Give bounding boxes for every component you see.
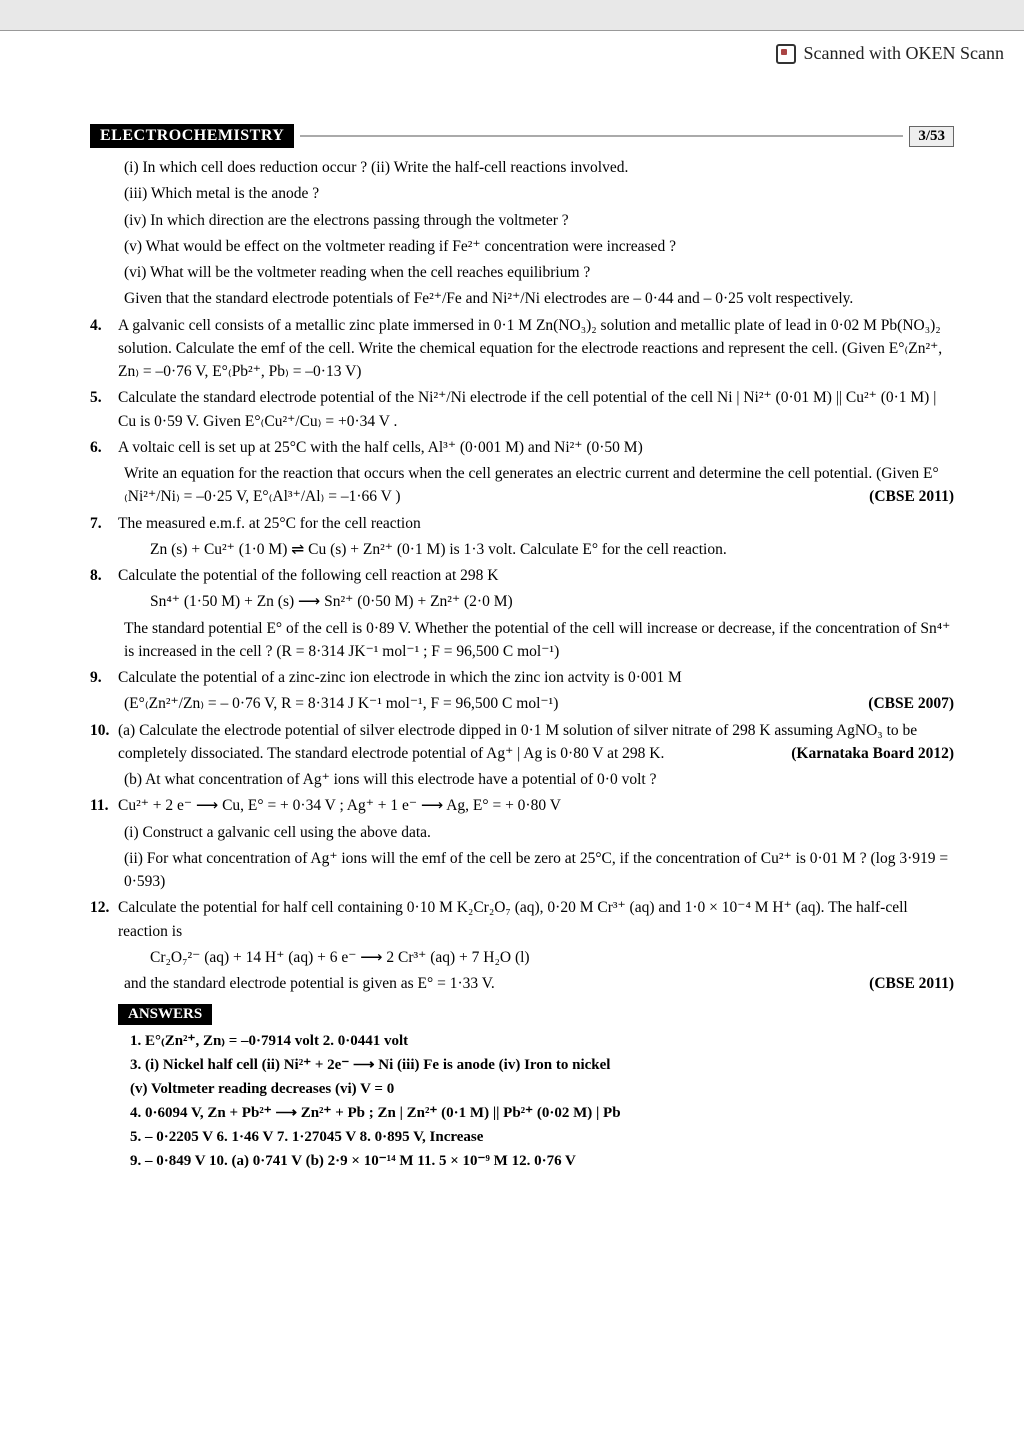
answers-row-3: (v) Voltmeter reading decreases (vi) V =… (130, 1077, 954, 1101)
q9-eq-row: (E°₍Zn²⁺/Zn₎ = – 0·76 V, R = 8·314 J K⁻¹… (124, 692, 954, 715)
q10-number: 10. (90, 719, 118, 766)
q4-body: A galvanic cell consists of a metallic z… (118, 314, 954, 384)
question-9: 9. Calculate the potential of a zinc-zin… (90, 666, 954, 689)
answers-row-4: 4. 0·6094 V, Zn + Pb²⁺ ⟶ Zn²⁺ + Pb ; Zn … (130, 1101, 954, 1125)
q8-body2: The standard potential E° of the cell is… (124, 617, 954, 664)
question-10: 10. (a) Calculate the electrode potentia… (90, 719, 954, 766)
q7-number: 7. (90, 512, 118, 535)
q9-body: Calculate the potential of a zinc-zinc i… (118, 666, 954, 689)
q12-equation: Cr₂O₇²⁻ (aq) + 14 H⁺ (aq) + 6 e⁻ ⟶ 2 Cr³… (150, 946, 954, 969)
q10-a-ref: (Karnataka Board 2012) (791, 742, 954, 765)
scan-credit-text: Scanned with OKEN Scann (804, 43, 1004, 64)
q6-body2: Write an equation for the reaction that … (124, 462, 954, 509)
q8-equation: Sn⁴⁺ (1·50 M) + Zn (s) ⟶ Sn²⁺ (0·50 M) +… (150, 590, 954, 613)
answers-row-1: 1. E°₍Zn²⁺, Zn₎ = –0·7914 volt 2. 0·0441… (130, 1029, 954, 1053)
question-5: 5. Calculate the standard electrode pote… (90, 386, 954, 433)
q9-equation: (E°₍Zn²⁺/Zn₎ = – 0·76 V, R = 8·314 J K⁻¹… (124, 695, 558, 712)
question-8: 8. Calculate the potential of the follow… (90, 564, 954, 587)
page-top-edge (0, 0, 1024, 31)
q11-body: Cu²⁺ + 2 e⁻ ⟶ Cu, E° = + 0·34 V ; Ag⁺ + … (118, 794, 954, 817)
q12-body2: and the standard electrode potential is … (124, 975, 495, 992)
q6-text2: Write an equation for the reaction that … (124, 465, 939, 505)
q5-number: 5. (90, 386, 118, 433)
q12-ref: (CBSE 2011) (869, 972, 954, 995)
chapter-label: ELECTROCHEMISTRY (90, 124, 294, 148)
q7-equation: Zn (s) + Cu²⁺ (1·0 M) ⇌ Cu (s) + Zn²⁺ (0… (150, 538, 954, 561)
sub-iv: (iv) In which direction are the electron… (124, 209, 954, 232)
q10-a: (a) Calculate the electrode potential of… (118, 719, 954, 766)
given-note: Given that the standard electrode potent… (124, 287, 954, 310)
q5-body: Calculate the standard electrode potenti… (118, 386, 954, 433)
q12-body: Calculate the potential for half cell co… (118, 896, 954, 943)
oken-scanner-icon (776, 44, 796, 64)
sub-iii: (iii) Which metal is the anode ? (124, 182, 954, 205)
scanned-page: Scanned with OKEN Scann ELECTROCHEMISTRY… (0, 0, 1024, 1438)
sub-vi: (vi) What will be the voltmeter reading … (124, 261, 954, 284)
chapter-divider (300, 135, 903, 137)
q6-ref: (CBSE 2011) (869, 485, 954, 508)
q8-body: Calculate the potential of the following… (118, 564, 954, 587)
q8-number: 8. (90, 564, 118, 587)
q9-number: 9. (90, 666, 118, 689)
page-content: ELECTROCHEMISTRY 3/53 (i) In which cell … (0, 84, 1024, 1203)
q10-b: (b) At what concentration of Ag⁺ ions wi… (124, 768, 954, 791)
question-11: 11. Cu²⁺ + 2 e⁻ ⟶ Cu, E° = + 0·34 V ; Ag… (90, 794, 954, 817)
answers-row-2: 3. (i) Nickel half cell (ii) Ni²⁺ + 2e⁻ … (130, 1053, 954, 1077)
q4-number: 4. (90, 314, 118, 384)
q6-body: A voltaic cell is set up at 25°C with th… (118, 436, 954, 459)
q12-number: 12. (90, 896, 118, 943)
answers-row-5: 5. – 0·2205 V 6. 1·46 V 7. 1·27045 V 8. … (130, 1125, 954, 1149)
q7-body: The measured e.m.f. at 25°C for the cell… (118, 512, 954, 535)
scan-header: Scanned with OKEN Scann (0, 31, 1024, 84)
answers-row-6: 9. – 0·849 V 10. (a) 0·741 V (b) 2·9 × 1… (130, 1149, 954, 1173)
question-12: 12. Calculate the potential for half cel… (90, 896, 954, 943)
chapter-header-row: ELECTROCHEMISTRY 3/53 (90, 124, 954, 148)
q11-ii: (ii) For what concentration of Ag⁺ ions … (124, 847, 954, 894)
question-7: 7. The measured e.m.f. at 25°C for the c… (90, 512, 954, 535)
question-4: 4. A galvanic cell consists of a metalli… (90, 314, 954, 384)
answers-label: ANSWERS (118, 1004, 212, 1025)
sub-v: (v) What would be effect on the voltmete… (124, 235, 954, 258)
q6-number: 6. (90, 436, 118, 459)
sub-i-ii: (i) In which cell does reduction occur ?… (124, 156, 954, 179)
q11-i: (i) Construct a galvanic cell using the … (124, 821, 954, 844)
page-reference: 3/53 (909, 126, 954, 147)
q9-ref: (CBSE 2007) (868, 692, 954, 715)
question-6: 6. A voltaic cell is set up at 25°C with… (90, 436, 954, 459)
q11-number: 11. (90, 794, 118, 817)
q12-body2-row: and the standard electrode potential is … (124, 972, 954, 995)
